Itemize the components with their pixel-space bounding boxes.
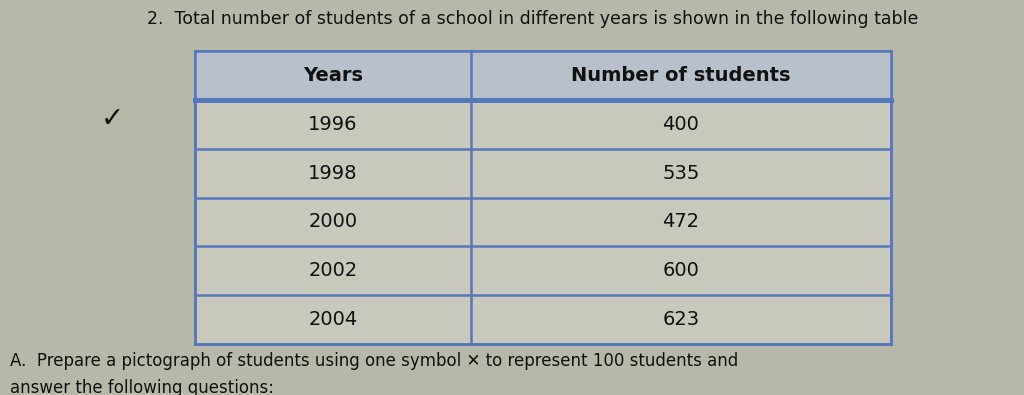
Text: answer the following questions:: answer the following questions: [10,379,274,395]
Text: 623: 623 [663,310,699,329]
Text: 535: 535 [663,164,699,182]
Text: 2000: 2000 [308,213,357,231]
Text: 2002: 2002 [308,261,357,280]
Text: 400: 400 [663,115,699,134]
Text: 472: 472 [663,213,699,231]
Text: A.  Prepare a pictograph of students using one symbol ✕ to represent 100 student: A. Prepare a pictograph of students usin… [10,352,738,370]
Text: 1998: 1998 [308,164,357,182]
Text: 2.  Total number of students of a school in different years is shown in the foll: 2. Total number of students of a school … [146,10,919,28]
Text: 2004: 2004 [308,310,357,329]
Text: Years: Years [303,66,362,85]
Text: Number of students: Number of students [571,66,791,85]
Text: 600: 600 [663,261,699,280]
Bar [195,51,891,100]
Text: 1996: 1996 [308,115,357,134]
Bar [195,51,891,344]
Text: ✓: ✓ [101,105,124,132]
